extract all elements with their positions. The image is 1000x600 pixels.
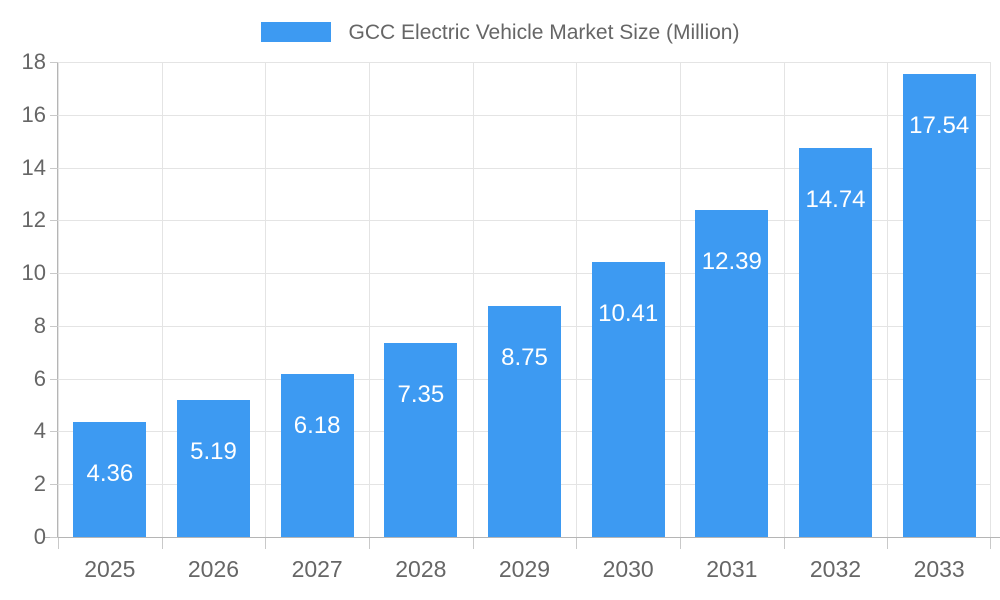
x-axis-tick-mark (887, 538, 889, 549)
y-axis-tick-label: 18 (21, 49, 46, 74)
gridline-horizontal (58, 220, 991, 222)
x-axis-tick-label: 2033 (913, 556, 965, 582)
x-axis-tick-mark (58, 538, 59, 549)
bar-value-label: 5.19 (190, 438, 237, 466)
x-axis-tick-label: 2025 (84, 556, 136, 582)
y-axis-tick-mark (50, 484, 58, 486)
gridline-vertical (161, 62, 163, 537)
bar[interactable]: 5.19 (177, 400, 250, 537)
chart-legend: GCC Electric Vehicle Market Size (Millio… (0, 18, 1000, 46)
y-axis-tick-label: 4 (33, 418, 46, 444)
x-axis-tick-mark (369, 538, 370, 549)
x-axis-tick-mark (680, 538, 681, 549)
y-axis-tick-mark (50, 273, 58, 275)
y-axis-tick-mark (50, 378, 58, 380)
x-axis-tick-label: 2030 (602, 556, 654, 582)
y-axis-tick-mark (50, 114, 58, 116)
y-axis-tick-label: 12 (21, 207, 46, 233)
bar-value-label: 12.39 (701, 248, 762, 276)
y-axis-tick-label: 16 (21, 101, 46, 127)
x-axis-tick-label: 2027 (291, 556, 343, 582)
y-axis-tick-label: 14 (21, 154, 46, 180)
plot-area: 4.36 5.19 6.18 7.35 8.75 10.41 12.39 14.74 17.54 (58, 62, 991, 538)
x-axis-tick-label: 2026 (187, 556, 240, 582)
bar-value-label: 8.75 (501, 344, 548, 372)
x-axis-tick-label: 2029 (498, 556, 551, 582)
y-axis-tick-mark (50, 537, 58, 538)
y-axis-tick-mark (50, 62, 58, 63)
y-axis-tick-label: 10 (21, 260, 46, 286)
y-axis-tick-mark (50, 325, 58, 327)
gridline-vertical (576, 62, 578, 537)
bar[interactable]: 8.75 (488, 306, 561, 537)
x-axis-tick-mark (783, 538, 785, 549)
bar[interactable]: 4.36 (73, 421, 147, 537)
gridline-horizontal (58, 62, 991, 63)
bar-value-label: 17.54 (909, 112, 970, 140)
x-axis-tick-label: 2032 (809, 556, 862, 582)
gridline-horizontal (58, 114, 991, 116)
bar[interactable]: 17.54 (902, 74, 976, 537)
gridline-vertical (58, 62, 59, 537)
y-axis-tick-label: 6 (33, 365, 46, 391)
y-axis-tick-label: 2 (33, 471, 46, 497)
bar-value-label: 6.18 (293, 411, 341, 439)
gridline-horizontal (58, 273, 991, 275)
bar[interactable]: 10.41 (591, 262, 665, 537)
gridline-vertical (783, 62, 785, 537)
bar-value-label: 14.74 (805, 186, 866, 214)
bar[interactable]: 12.39 (695, 210, 769, 537)
legend-item[interactable]: GCC Electric Vehicle Market Size (Millio… (260, 20, 740, 44)
y-axis-tick-label: 8 (33, 312, 46, 338)
y-axis-tick-mark (50, 431, 58, 433)
x-axis-tick-mark (576, 538, 578, 549)
gridline-vertical (680, 62, 681, 537)
legend-color-swatch (260, 22, 331, 42)
y-axis-tick-mark (50, 220, 58, 222)
gridline-vertical (472, 62, 474, 537)
x-axis-tick-mark (990, 538, 991, 549)
x-axis-tick-mark (265, 538, 267, 549)
y-axis-tick-label: 0 (33, 524, 46, 549)
gridline-horizontal (58, 537, 991, 538)
gridline-horizontal (58, 167, 991, 169)
legend-label: GCC Electric Vehicle Market Size (Millio… (348, 20, 740, 44)
bar-value-label: 10.41 (598, 300, 659, 328)
x-axis-tick-mark (472, 538, 474, 549)
gridline-vertical (369, 62, 370, 537)
x-axis-tick-mark (161, 538, 163, 549)
gridline-vertical (990, 62, 991, 537)
x-axis-tick-label: 2031 (706, 556, 758, 582)
y-axis-line (57, 62, 58, 538)
gridline-vertical (887, 62, 889, 537)
gridline-vertical (265, 62, 267, 537)
bar[interactable]: 7.35 (384, 343, 458, 537)
x-axis-tick-label: 2028 (395, 556, 447, 582)
bar[interactable]: 6.18 (280, 373, 354, 537)
bar-value-label: 4.36 (86, 459, 134, 487)
bar[interactable]: 14.74 (799, 148, 872, 537)
bar-value-label: 7.35 (397, 381, 445, 409)
y-axis-tick-mark (50, 167, 58, 169)
